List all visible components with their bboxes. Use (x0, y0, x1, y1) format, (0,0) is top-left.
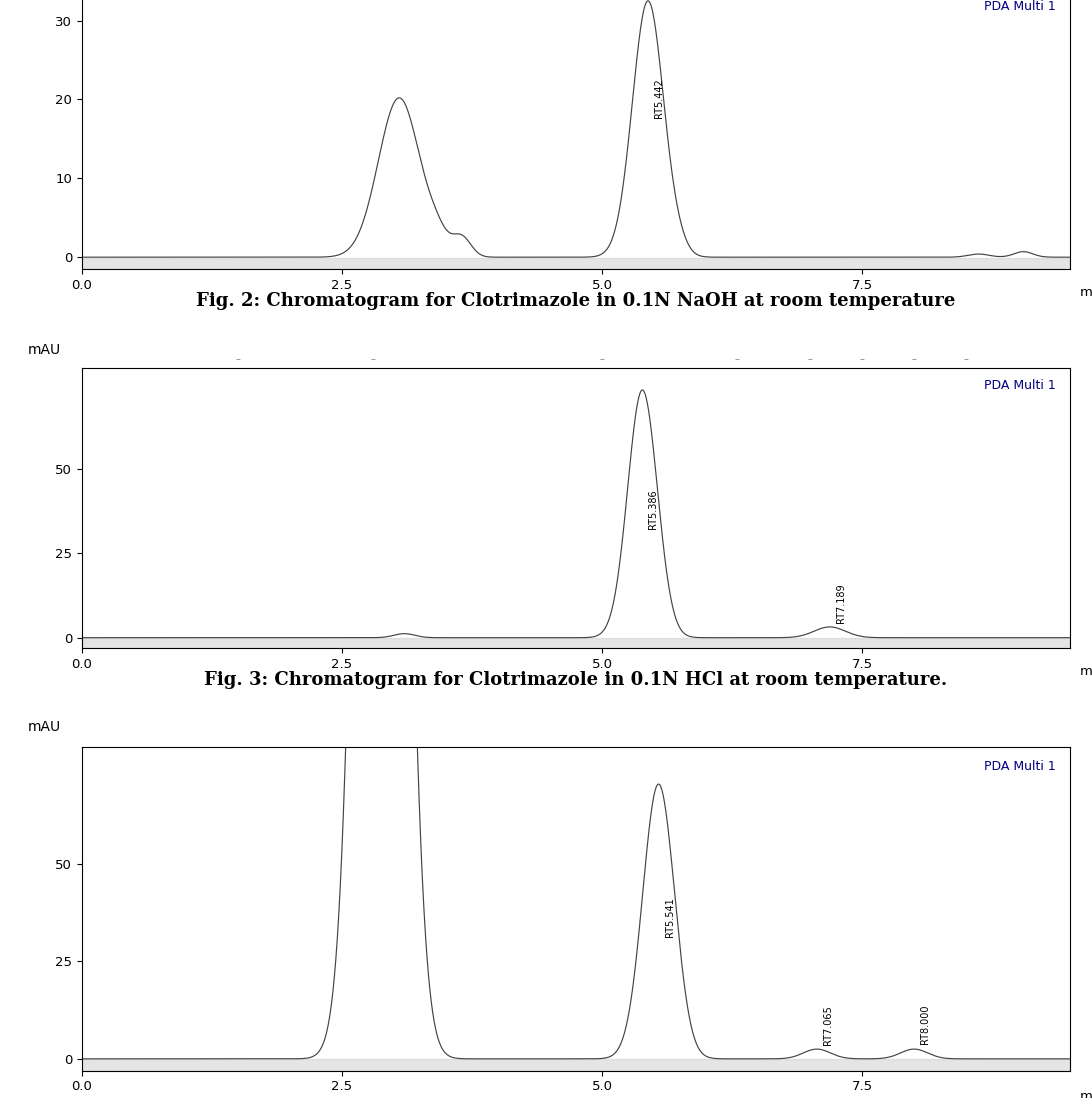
Text: PDA Multi 1: PDA Multi 1 (984, 760, 1055, 773)
Text: –: – (912, 354, 916, 363)
Text: mAU: mAU (27, 343, 61, 357)
Text: Fig. 2: Chromatogram for Clotrimazole in 0.1N NaOH at room temperature: Fig. 2: Chromatogram for Clotrimazole in… (197, 292, 956, 310)
Text: min: min (1080, 1090, 1092, 1098)
Bar (82, 638, 1070, 648)
Text: –: – (236, 354, 240, 363)
Text: Fig. 3: Chromatogram for Clotrimazole in 0.1N HCl at room temperature.: Fig. 3: Chromatogram for Clotrimazole in… (204, 671, 948, 688)
Text: –: – (600, 354, 605, 363)
Text: –: – (735, 354, 739, 363)
Text: RT5.442: RT5.442 (654, 78, 664, 119)
Text: RT8.000: RT8.000 (921, 1005, 930, 1044)
Text: RT5.541: RT5.541 (665, 897, 675, 937)
Text: mAU: mAU (27, 719, 61, 733)
Text: RT7.189: RT7.189 (836, 583, 846, 623)
Text: –: – (371, 354, 376, 363)
Text: RT5.386: RT5.386 (649, 490, 658, 529)
Text: PDA Multi 1: PDA Multi 1 (984, 379, 1055, 392)
Text: –: – (808, 354, 812, 363)
Text: –: – (859, 354, 865, 363)
Bar (82, 1060, 1070, 1071)
Text: min: min (1080, 664, 1092, 677)
Text: –: – (964, 354, 969, 363)
Text: min: min (1080, 285, 1092, 299)
Text: PDA Multi 1: PDA Multi 1 (984, 0, 1055, 13)
Bar (82, 258, 1070, 269)
Text: RT7.065: RT7.065 (823, 1005, 833, 1044)
